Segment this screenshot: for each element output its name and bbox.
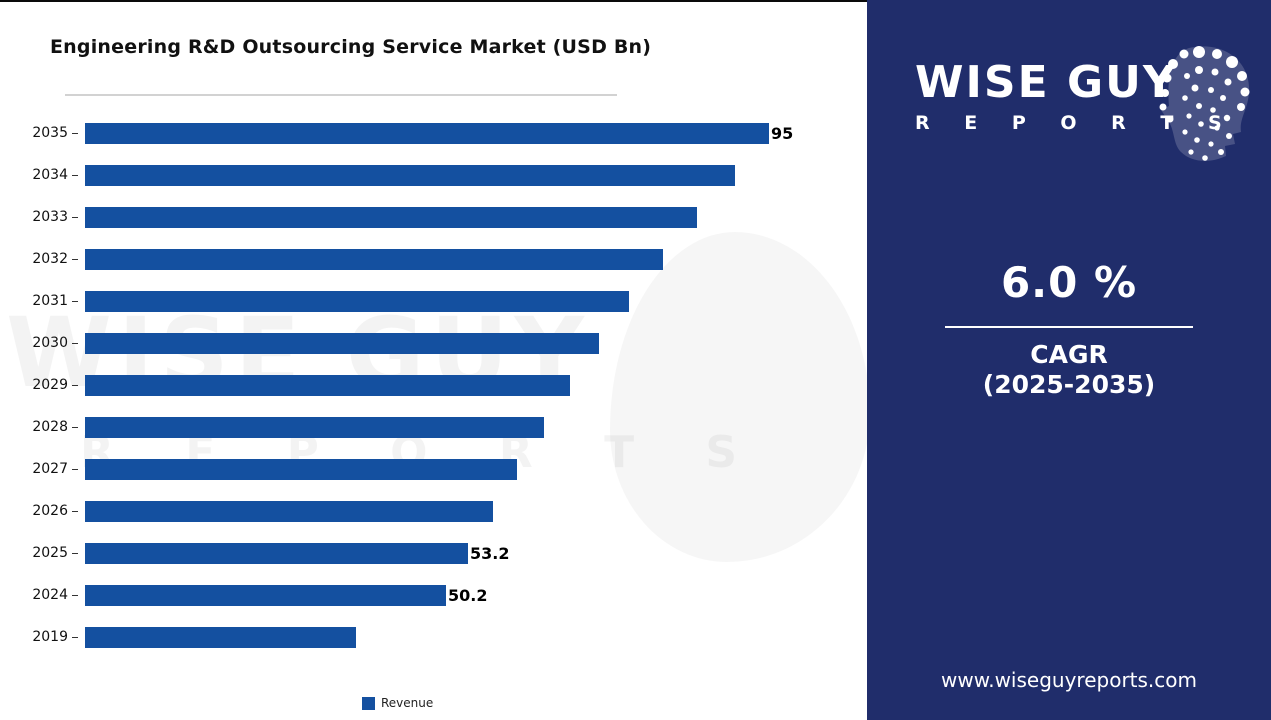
bar-2033 [85,206,697,228]
chart-title: Engineering R&D Outsourcing Service Mark… [50,36,652,58]
logo-head-dots-icon [1159,46,1250,161]
bar-row: 2026 [0,490,867,532]
y-axis-label: 2025 [32,545,68,561]
axis-tick [72,300,78,302]
axis-tick [72,174,78,176]
axis-tick [72,552,78,554]
cagr-label-line2: (2025-2035) [982,370,1156,399]
axis-tick [72,132,78,134]
bar-2019 [85,626,356,648]
bar-row: 2030 [0,322,867,364]
axis-tick [72,510,78,512]
axis-tick [72,636,78,638]
y-axis-label: 2026 [32,503,68,519]
axis-tick [72,426,78,428]
bar-row: 2035 95 [0,112,867,154]
bar-2035 [85,122,769,144]
axis-tick [72,594,78,596]
bar-2026 [85,500,493,522]
cagr-label: CAGR (2025-2035) [867,340,1271,400]
bar-2027 [85,458,517,480]
y-axis-label: 2024 [32,587,68,603]
bar-row: 2024 50.2 [0,574,867,616]
brand-panel: WISE GUY R E P O R T S [867,0,1271,720]
website-url: www.wiseguyreports.com [940,668,1197,692]
y-axis-label: 2027 [32,461,68,477]
bar-2034 [85,164,735,186]
cagr-divider [945,326,1193,328]
axis-tick [72,258,78,260]
bar-row: 2032 [0,238,867,280]
bar-row: 2033 [0,196,867,238]
y-axis-label: 2034 [32,167,68,183]
y-axis-label: 2035 [32,125,68,141]
title-divider [65,94,617,96]
bar-2030 [85,332,599,354]
axis-tick [72,384,78,386]
bar-row: 2031 [0,280,867,322]
logo-wordmark: WISE GUY [915,57,1177,108]
bar-row: 2029 [0,364,867,406]
chart-panel: Engineering R&D Outsourcing Service Mark… [0,0,867,710]
bar-row: 2028 [0,406,867,448]
bar-2028 [85,416,544,438]
bar-row: 2025 53.2 [0,532,867,574]
bar-row: 2034 [0,154,867,196]
bar-2032 [85,248,663,270]
y-axis-label: 2032 [32,251,68,267]
logo-subtitle: R E P O R T S [915,112,1236,135]
bar-value-label: 95 [771,123,794,143]
bar-row: 2019 [0,616,867,658]
y-axis-label: 2029 [32,377,68,393]
legend-swatch [362,696,375,710]
bar-2025 [85,542,468,564]
y-axis-label: 2030 [32,335,68,351]
y-axis-label: 2031 [32,293,68,309]
y-axis-label: 2028 [32,419,68,435]
plot-area: 2035 95 2034 2033 2032 2031 2030 2029 2028 2027 20… [0,112,867,658]
axis-tick [72,468,78,470]
y-axis-label: 2033 [32,209,68,225]
legend: Revenue [362,696,433,710]
bar-value-label: 53.2 [470,543,510,563]
cagr-value: 6.0 % [1000,258,1138,307]
wise-guy-logo: WISE GUY R E P O R T S [867,40,1271,180]
y-axis-label: 2019 [32,629,68,645]
bar-2024 [85,584,446,606]
cagr-label-line1: CAGR [1030,340,1108,369]
bar-2029 [85,374,570,396]
axis-tick [72,342,78,344]
logo-text: WISE GUY R E P O R T S [915,57,1236,135]
bar-2031 [85,290,629,312]
bar-value-label: 50.2 [448,585,488,605]
legend-label: Revenue [381,696,434,710]
bar-row: 2027 [0,448,867,490]
axis-tick [72,216,78,218]
